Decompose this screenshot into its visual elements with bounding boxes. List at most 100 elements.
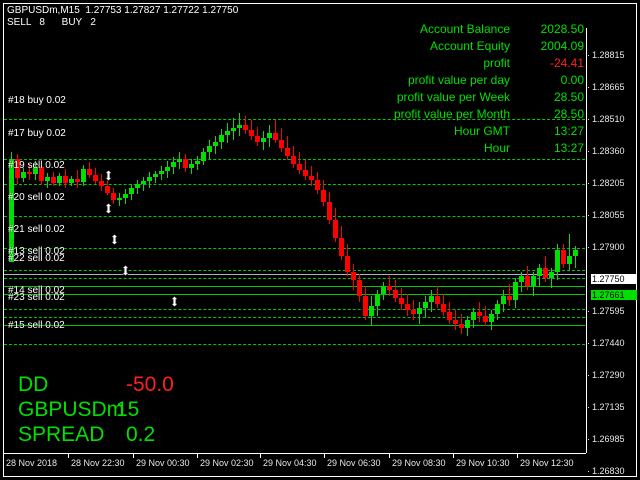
time-tick-label: 29 Nov 12:30 — [520, 458, 574, 468]
time-tick-mark — [324, 454, 325, 458]
candle-body — [189, 164, 194, 168]
candle-body — [333, 220, 338, 238]
candle-body — [51, 177, 56, 183]
price-tick-mark: · — [587, 242, 590, 252]
candle-body — [363, 296, 368, 316]
candle-body — [297, 164, 302, 170]
account-info-value: 13:27 — [553, 124, 584, 138]
candle-body — [315, 180, 320, 190]
chart-plot-area[interactable] — [4, 28, 585, 453]
order-level-line — [4, 184, 585, 185]
price-axis[interactable]: · 1.28815 · 1.28665 · 1.28510 · 1.28360 · 1.28205… — [586, 28, 637, 476]
order-level-line — [4, 286, 585, 287]
price-tick-mark: · — [587, 210, 590, 220]
candle-body — [147, 177, 152, 181]
candle-body — [369, 306, 374, 316]
status-value: -50.0 — [126, 373, 174, 396]
candle-body — [573, 250, 578, 256]
order-level-line — [4, 294, 585, 295]
account-info-label: profit value per Week — [396, 90, 510, 104]
candle-body — [471, 312, 476, 320]
order-level-label: #13 sell 0.02 — [8, 246, 65, 257]
order-level-line — [4, 216, 585, 217]
candle-body — [519, 276, 524, 282]
candle-body — [33, 167, 38, 174]
order-level-label: #22 sell 0.02 — [8, 253, 65, 264]
candle-body — [393, 290, 398, 298]
candle-wick — [569, 234, 570, 270]
price-tick-mark: · — [587, 82, 590, 92]
order-level-label: #15 sell 0.02 — [8, 320, 65, 331]
candle-body — [249, 130, 254, 136]
order-level-label: #14 sell 0.02 — [8, 285, 65, 296]
candle-body — [465, 320, 470, 328]
time-tick-mark — [453, 454, 454, 458]
order-level-label: #19 sell 0.02 — [8, 160, 65, 171]
price-tick-mark: · — [587, 178, 590, 188]
price-tick-mark: · — [587, 434, 590, 444]
order-level-line — [4, 309, 585, 310]
price-tick-label: · 1.28510 — [587, 114, 625, 124]
account-info-row: Hour 13:27 — [334, 140, 584, 157]
account-info-row: Account Balance 2028.50 — [334, 21, 584, 38]
price-tick-label: · 1.26830 — [587, 466, 625, 476]
candle-body — [501, 296, 506, 304]
candle-body — [255, 136, 260, 142]
order-level-line — [4, 317, 585, 318]
candle-body — [129, 188, 134, 194]
account-info-label: profit value per Month — [393, 107, 510, 121]
candle-body — [291, 156, 296, 164]
account-info-label: profit — [483, 56, 510, 70]
order-level-label: #23 sell 0.02 — [8, 292, 65, 303]
account-info-value: 13:27 — [553, 141, 584, 155]
sell-arrow-icon — [109, 232, 120, 246]
candle-body — [351, 272, 356, 280]
sell-buy-counts-label: SELL 8 BUY 2 — [7, 17, 96, 28]
candle-body — [165, 167, 170, 171]
candle-body — [201, 152, 206, 161]
candle-wick — [551, 268, 552, 288]
time-tick-label: 29 Nov 10:30 — [456, 458, 510, 468]
candle-body — [345, 256, 350, 272]
order-level-line — [4, 248, 585, 249]
candle-body — [285, 148, 290, 156]
candle-body — [69, 179, 74, 183]
time-tick-label: 29 Nov 04:30 — [263, 458, 317, 468]
candle-body — [213, 142, 218, 146]
candle-body — [93, 175, 98, 181]
order-level-line — [4, 119, 585, 120]
candle-body — [105, 186, 110, 193]
candle-body — [483, 316, 488, 322]
account-info-row: Hour GMT 13:27 — [334, 123, 584, 140]
candle-body — [429, 296, 434, 302]
account-info-row: profit -24.41 — [334, 55, 584, 72]
account-info-row: profit value per day 0.00 — [334, 72, 584, 89]
candle-body — [111, 193, 116, 200]
price-tick-mark: · — [587, 146, 590, 156]
candle-body — [387, 286, 392, 290]
candle-body — [417, 308, 422, 314]
candle-body — [279, 140, 284, 148]
candle-body — [411, 310, 416, 314]
candle-body — [81, 169, 86, 182]
account-info-value: 0.00 — [560, 73, 584, 87]
bid-price-label: 1.27661 — [591, 290, 637, 300]
time-axis[interactable]: 28 Nov 2018 28 Nov 22:30 29 Nov 00:30 29 No… — [4, 453, 586, 477]
candle-wick — [575, 246, 576, 268]
candle-body — [99, 181, 104, 186]
candle-body — [153, 174, 158, 177]
account-info-label: profit value per day — [407, 73, 510, 87]
candle-body — [237, 125, 242, 128]
time-tick-mark — [197, 454, 198, 458]
candle-body — [171, 162, 176, 167]
account-info-label: Hour GMT — [453, 124, 510, 138]
candle-body — [495, 304, 500, 314]
candle-wick — [275, 120, 276, 143]
price-tick-label: · 1.28665 — [587, 82, 625, 92]
time-tick-label: 29 Nov 06:30 — [327, 458, 381, 468]
order-level-label: #18 buy 0.02 — [8, 95, 66, 106]
price-tick-label: · 1.27595 — [587, 306, 625, 316]
price-tick-mark: · — [587, 370, 590, 380]
candle-wick — [239, 113, 240, 136]
status-label: GBPUSDm — [18, 398, 125, 421]
